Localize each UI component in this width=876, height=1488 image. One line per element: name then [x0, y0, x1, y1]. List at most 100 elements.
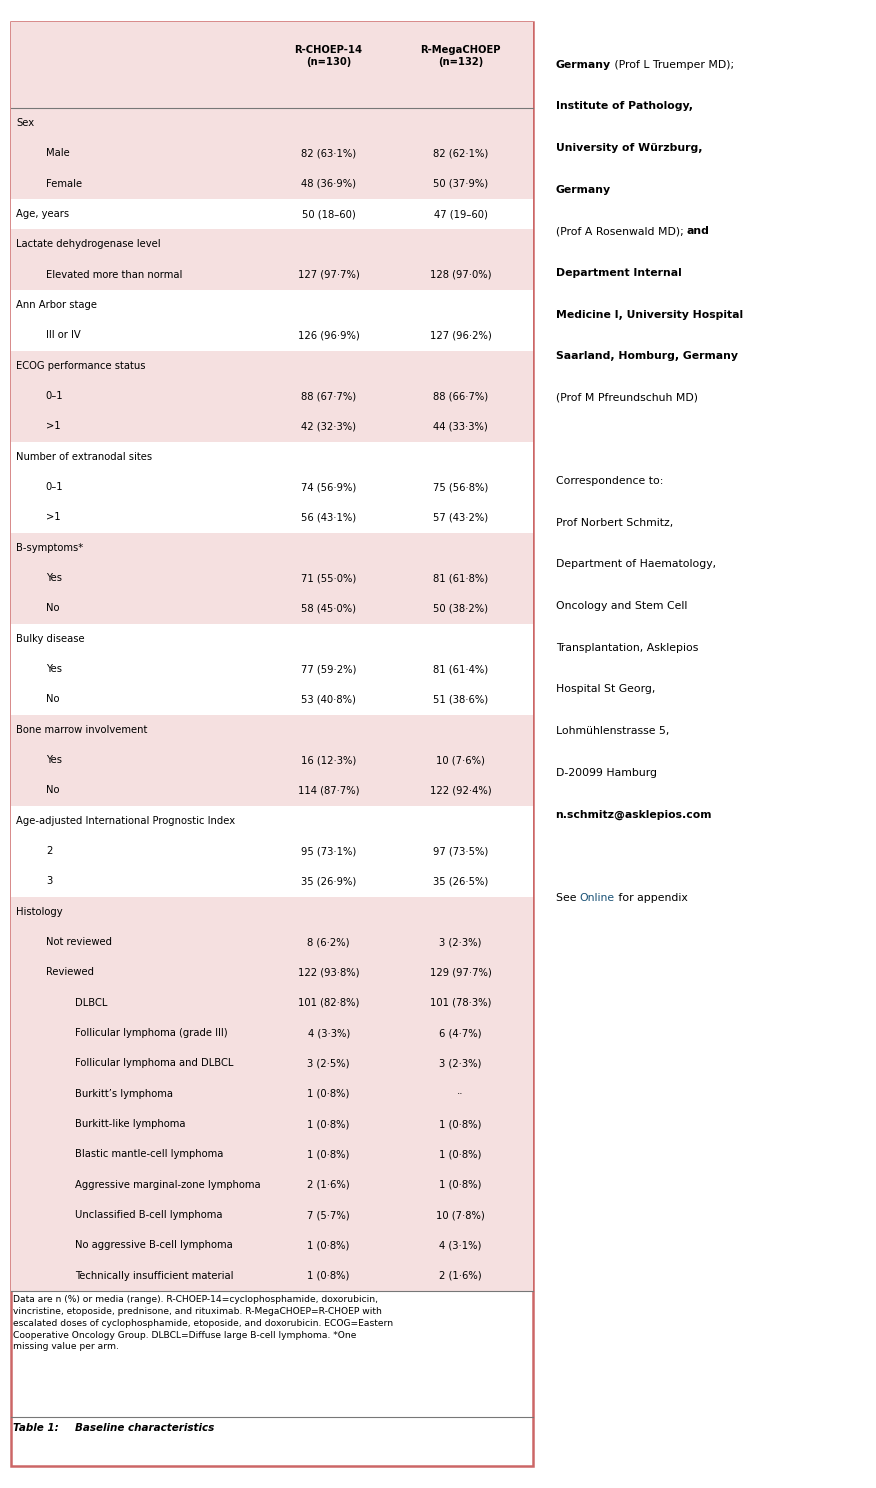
Text: Reviewed: Reviewed	[46, 967, 94, 978]
Text: Sex: Sex	[16, 118, 34, 128]
Text: 51 (38·6%): 51 (38·6%)	[433, 695, 488, 704]
Text: 48 (36·9%): 48 (36·9%)	[301, 179, 357, 189]
Text: Follicular lymphoma and DLBCL: Follicular lymphoma and DLBCL	[75, 1058, 234, 1068]
Text: Baseline characteristics: Baseline characteristics	[75, 1423, 215, 1433]
Text: Department of Haematology,: Department of Haematology,	[555, 559, 716, 570]
Text: 47 (19–60): 47 (19–60)	[434, 210, 488, 219]
Text: 0–1: 0–1	[46, 391, 63, 402]
Bar	[11, 562, 533, 594]
Text: No aggressive B-cell lymphoma: No aggressive B-cell lymphoma	[75, 1241, 233, 1250]
Bar	[11, 988, 533, 1018]
Text: and: and	[687, 226, 710, 237]
Text: Germany: Germany	[555, 60, 611, 70]
Text: 127 (96·2%): 127 (96·2%)	[430, 330, 491, 341]
Text: 3 (2·5%): 3 (2·5%)	[307, 1058, 350, 1068]
Text: Ann Arbor stage: Ann Arbor stage	[16, 301, 97, 310]
Bar	[11, 775, 533, 805]
Text: 2 (1·6%): 2 (1·6%)	[307, 1180, 350, 1190]
Text: 128 (97·0%): 128 (97·0%)	[430, 269, 491, 280]
Text: ··: ··	[457, 1089, 464, 1098]
Text: 71 (55·0%): 71 (55·0%)	[301, 573, 357, 583]
Text: 127 (97·7%): 127 (97·7%)	[298, 269, 359, 280]
Bar	[11, 472, 533, 503]
Bar	[11, 381, 533, 411]
Text: 3 (2·3%): 3 (2·3%)	[440, 937, 482, 946]
Bar	[11, 927, 533, 957]
Text: III or IV: III or IV	[46, 330, 81, 341]
Text: See: See	[555, 893, 580, 903]
Text: 1 (0·8%): 1 (0·8%)	[307, 1271, 350, 1281]
Bar	[11, 109, 533, 138]
Text: 74 (56·9%): 74 (56·9%)	[301, 482, 357, 493]
Text: Burkitt’s lymphoma: Burkitt’s lymphoma	[75, 1089, 173, 1098]
Text: Number of extranodal sites: Number of extranodal sites	[16, 452, 152, 461]
Text: 10 (7·6%): 10 (7·6%)	[436, 754, 485, 765]
Text: Age-adjusted International Prognostic Index: Age-adjusted International Prognostic In…	[16, 815, 236, 826]
Text: Correspondence to:: Correspondence to:	[555, 476, 663, 487]
Text: 122 (92·4%): 122 (92·4%)	[430, 786, 491, 796]
Bar	[11, 714, 533, 745]
Text: Not reviewed: Not reviewed	[46, 937, 112, 946]
Text: 81 (61·8%): 81 (61·8%)	[433, 573, 488, 583]
Text: Medicine I, University Hospital: Medicine I, University Hospital	[555, 310, 743, 320]
Text: 1 (0·8%): 1 (0·8%)	[307, 1119, 350, 1129]
Text: 4 (3·3%): 4 (3·3%)	[307, 1028, 350, 1039]
Text: Prof Norbert Schmitz,: Prof Norbert Schmitz,	[555, 518, 673, 528]
Text: (Prof M Pfreundschuh MD): (Prof M Pfreundschuh MD)	[555, 393, 697, 403]
Text: No: No	[46, 604, 60, 613]
Text: 101 (82·8%): 101 (82·8%)	[298, 997, 359, 1007]
Text: 88 (67·7%): 88 (67·7%)	[301, 391, 357, 402]
Text: 16 (12·3%): 16 (12·3%)	[301, 754, 357, 765]
Text: 1 (0·8%): 1 (0·8%)	[440, 1119, 482, 1129]
Bar	[11, 957, 533, 988]
Bar	[11, 684, 533, 714]
Text: 56 (43·1%): 56 (43·1%)	[301, 512, 357, 522]
Bar	[11, 836, 533, 866]
Text: Department Internal: Department Internal	[555, 268, 682, 278]
Text: Burkitt-like lymphoma: Burkitt-like lymphoma	[75, 1119, 186, 1129]
Text: No: No	[46, 786, 60, 796]
Bar	[11, 442, 533, 472]
Text: 44 (33·3%): 44 (33·3%)	[434, 421, 488, 432]
Text: 129 (97·7%): 129 (97·7%)	[430, 967, 491, 978]
Bar	[11, 533, 533, 562]
Text: for appendix: for appendix	[615, 893, 688, 903]
Text: Germany: Germany	[555, 185, 611, 195]
Text: (Prof L Truemper MD);: (Prof L Truemper MD);	[611, 60, 734, 70]
Text: 126 (96·9%): 126 (96·9%)	[298, 330, 359, 341]
Text: Table 1:: Table 1:	[13, 1423, 63, 1433]
Bar	[11, 866, 533, 897]
Text: 8 (6·2%): 8 (6·2%)	[307, 937, 350, 946]
Text: 82 (62·1%): 82 (62·1%)	[433, 149, 488, 158]
Bar	[11, 1199, 533, 1231]
Text: No: No	[46, 695, 60, 704]
Text: 2 (1·6%): 2 (1·6%)	[439, 1271, 482, 1281]
Text: Yes: Yes	[46, 754, 62, 765]
Text: Saarland, Homburg, Germany: Saarland, Homburg, Germany	[555, 351, 738, 362]
Text: 81 (61·4%): 81 (61·4%)	[433, 664, 488, 674]
Text: 58 (45·0%): 58 (45·0%)	[301, 604, 357, 613]
Bar	[11, 1109, 533, 1140]
Text: (Prof A Rosenwald MD);: (Prof A Rosenwald MD);	[555, 226, 687, 237]
Text: Histology: Histology	[16, 906, 63, 917]
Text: 35 (26·9%): 35 (26·9%)	[301, 876, 357, 887]
Text: 122 (93·8%): 122 (93·8%)	[298, 967, 359, 978]
Text: 50 (37·9%): 50 (37·9%)	[433, 179, 488, 189]
Text: 57 (43·2%): 57 (43·2%)	[433, 512, 488, 522]
Bar	[11, 1048, 533, 1079]
Text: Lohmühlenstrasse 5,: Lohmühlenstrasse 5,	[555, 726, 669, 737]
Text: Lactate dehydrogenase level: Lactate dehydrogenase level	[16, 240, 161, 250]
Bar	[11, 1231, 533, 1260]
Text: >1: >1	[46, 421, 60, 432]
Text: University of Würzburg,: University of Würzburg,	[555, 143, 702, 153]
Bar	[11, 411, 533, 442]
Text: D-20099 Hamburg: D-20099 Hamburg	[555, 768, 657, 778]
Text: 1 (0·8%): 1 (0·8%)	[307, 1089, 350, 1098]
Text: >1: >1	[46, 512, 60, 522]
Bar	[11, 1018, 533, 1048]
Bar	[11, 320, 533, 351]
Text: Bone marrow involvement: Bone marrow involvement	[16, 725, 147, 735]
Bar	[11, 623, 533, 653]
Bar	[11, 199, 533, 229]
Bar	[11, 805, 533, 836]
